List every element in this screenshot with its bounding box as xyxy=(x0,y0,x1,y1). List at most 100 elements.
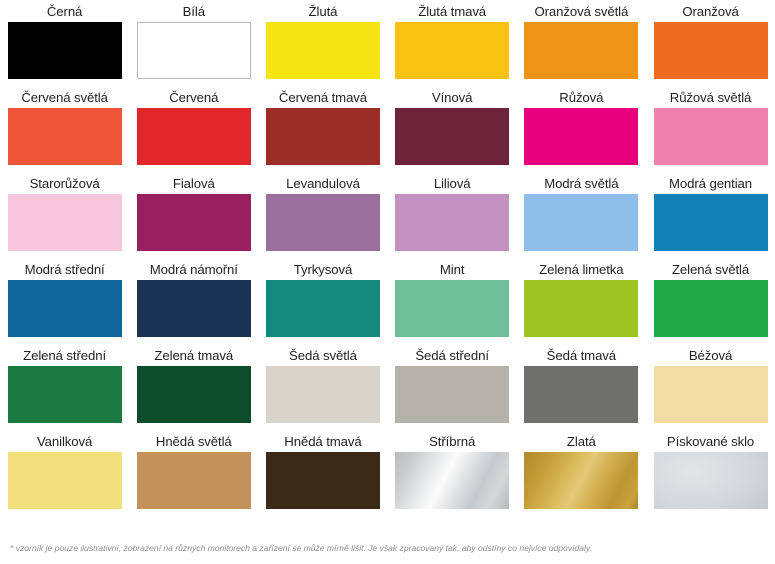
swatch-color-chip[interactable] xyxy=(653,280,768,337)
swatch-color-chip[interactable] xyxy=(653,194,768,251)
swatch-cell[interactable]: Růžová xyxy=(517,86,646,172)
swatch-color-chip[interactable] xyxy=(653,452,768,509)
swatch-color-chip[interactable] xyxy=(7,194,122,251)
swatch-cell[interactable]: Béžová xyxy=(646,344,775,430)
swatch-cell[interactable]: Modrá světlá xyxy=(517,172,646,258)
swatch-color-chip[interactable] xyxy=(524,22,639,79)
swatch-label: Hnědá světlá xyxy=(155,433,232,449)
swatch-color-chip[interactable] xyxy=(524,108,639,165)
swatch-color-chip[interactable] xyxy=(136,194,251,251)
swatch-label: Žlutá tmavá xyxy=(418,3,487,19)
swatch-color-chip[interactable] xyxy=(136,366,251,423)
footnote-disclaimer: * vzorník je pouze ilustrativní, zobraze… xyxy=(10,543,592,553)
swatch-label: Zelená střední xyxy=(23,347,107,363)
swatch-color-chip[interactable] xyxy=(395,22,510,79)
swatch-label: Zlatá xyxy=(566,433,596,449)
swatch-cell[interactable]: Zelená světlá xyxy=(646,258,775,344)
swatch-cell[interactable]: Vínová xyxy=(388,86,517,172)
swatch-cell[interactable]: Modrá námořní xyxy=(129,258,258,344)
swatch-color-chip[interactable] xyxy=(7,452,122,509)
swatch-label: Modrá námořní xyxy=(149,261,238,277)
swatch-cell[interactable]: Šedá světlá xyxy=(258,344,387,430)
swatch-cell[interactable]: Růžová světlá xyxy=(646,86,775,172)
swatch-color-chip[interactable] xyxy=(395,280,510,337)
swatch-color-chip[interactable] xyxy=(653,22,768,79)
swatch-color-chip[interactable] xyxy=(653,366,768,423)
swatch-color-chip[interactable] xyxy=(265,194,380,251)
swatch-cell[interactable]: Zelená střední xyxy=(0,344,129,430)
swatch-cell[interactable]: Zelená limetka xyxy=(517,258,646,344)
swatch-color-chip[interactable] xyxy=(395,194,510,251)
swatch-label: Šedá tmavá xyxy=(546,347,617,363)
swatch-color-chip[interactable] xyxy=(524,366,639,423)
swatch-cell[interactable]: Oranžová xyxy=(646,0,775,86)
swatch-label: Černá xyxy=(46,3,83,19)
swatch-color-chip[interactable] xyxy=(7,108,122,165)
swatch-cell[interactable]: Modrá gentian xyxy=(646,172,775,258)
swatch-label: Červená světlá xyxy=(21,89,108,105)
swatch-label: Pískované sklo xyxy=(666,433,755,449)
swatch-label: Fialová xyxy=(172,175,215,191)
swatch-label: Žlutá xyxy=(308,3,338,19)
swatch-cell[interactable]: Červená světlá xyxy=(0,86,129,172)
swatch-label: Vanilková xyxy=(36,433,93,449)
swatch-color-chip[interactable] xyxy=(265,108,380,165)
swatch-color-chip[interactable] xyxy=(136,280,251,337)
swatch-label: Oranžová světlá xyxy=(534,3,629,19)
swatch-label: Růžová xyxy=(559,89,604,105)
swatch-color-chip[interactable] xyxy=(136,452,251,509)
swatch-label: Liliová xyxy=(433,175,471,191)
swatch-cell[interactable]: Hnědá světlá xyxy=(129,430,258,516)
swatch-cell[interactable]: Modrá střední xyxy=(0,258,129,344)
swatch-color-chip[interactable] xyxy=(653,108,768,165)
swatch-color-chip[interactable] xyxy=(7,366,122,423)
swatch-label: Červená xyxy=(169,89,219,105)
swatch-cell[interactable]: Hnědá tmavá xyxy=(258,430,387,516)
swatch-label: Stříbrná xyxy=(429,433,476,449)
swatch-cell[interactable]: Mint xyxy=(388,258,517,344)
swatch-label: Červená tmavá xyxy=(278,89,368,105)
swatch-color-chip[interactable] xyxy=(524,452,639,509)
swatch-color-chip[interactable] xyxy=(7,22,122,79)
swatch-label: Oranžová xyxy=(682,3,739,19)
swatch-cell[interactable]: Červená tmavá xyxy=(258,86,387,172)
swatch-color-chip[interactable] xyxy=(395,108,510,165)
swatch-label: Šedá střední xyxy=(415,347,489,363)
swatch-color-chip[interactable] xyxy=(265,452,380,509)
swatch-cell[interactable]: Liliová xyxy=(388,172,517,258)
swatch-cell[interactable]: Zelená tmavá xyxy=(129,344,258,430)
swatch-label: Modrá světlá xyxy=(544,175,619,191)
swatch-cell[interactable]: Fialová xyxy=(129,172,258,258)
swatch-cell[interactable]: Žlutá xyxy=(258,0,387,86)
swatch-label: Zelená světlá xyxy=(671,261,750,277)
swatch-cell[interactable]: Levandulová xyxy=(258,172,387,258)
swatch-cell[interactable]: Stříbrná xyxy=(388,430,517,516)
swatch-cell[interactable]: Vanilková xyxy=(0,430,129,516)
swatch-cell[interactable]: Šedá střední xyxy=(388,344,517,430)
swatch-cell[interactable]: Bílá xyxy=(129,0,258,86)
swatch-cell[interactable]: Červená xyxy=(129,86,258,172)
swatch-color-chip[interactable] xyxy=(524,194,639,251)
swatch-color-chip[interactable] xyxy=(265,22,380,79)
swatch-color-chip[interactable] xyxy=(7,280,122,337)
swatch-cell[interactable]: Starorůžová xyxy=(0,172,129,258)
swatch-cell[interactable]: Zlatá xyxy=(517,430,646,516)
swatch-label: Růžová světlá xyxy=(669,89,752,105)
swatch-color-chip[interactable] xyxy=(265,280,380,337)
swatch-label: Šedá světlá xyxy=(289,347,357,363)
swatch-color-chip[interactable] xyxy=(395,452,510,509)
swatch-cell[interactable]: Oranžová světlá xyxy=(517,0,646,86)
swatch-color-chip[interactable] xyxy=(136,108,251,165)
swatch-cell[interactable]: Tyrkysová xyxy=(258,258,387,344)
swatch-color-chip[interactable] xyxy=(265,366,380,423)
swatch-label: Starorůžová xyxy=(29,175,100,191)
swatch-color-chip[interactable] xyxy=(136,22,251,79)
swatch-cell[interactable]: Šedá tmavá xyxy=(517,344,646,430)
swatch-color-chip[interactable] xyxy=(524,280,639,337)
color-swatch-grid: Černá Bílá Žlutá Žlutá tmavá Oranžová světlá… xyxy=(0,0,775,516)
swatch-cell[interactable]: Pískované sklo xyxy=(646,430,775,516)
swatch-color-chip[interactable] xyxy=(395,366,510,423)
swatch-label: Modrá gentian xyxy=(669,175,753,191)
swatch-cell[interactable]: Žlutá tmavá xyxy=(388,0,517,86)
swatch-cell[interactable]: Černá xyxy=(0,0,129,86)
